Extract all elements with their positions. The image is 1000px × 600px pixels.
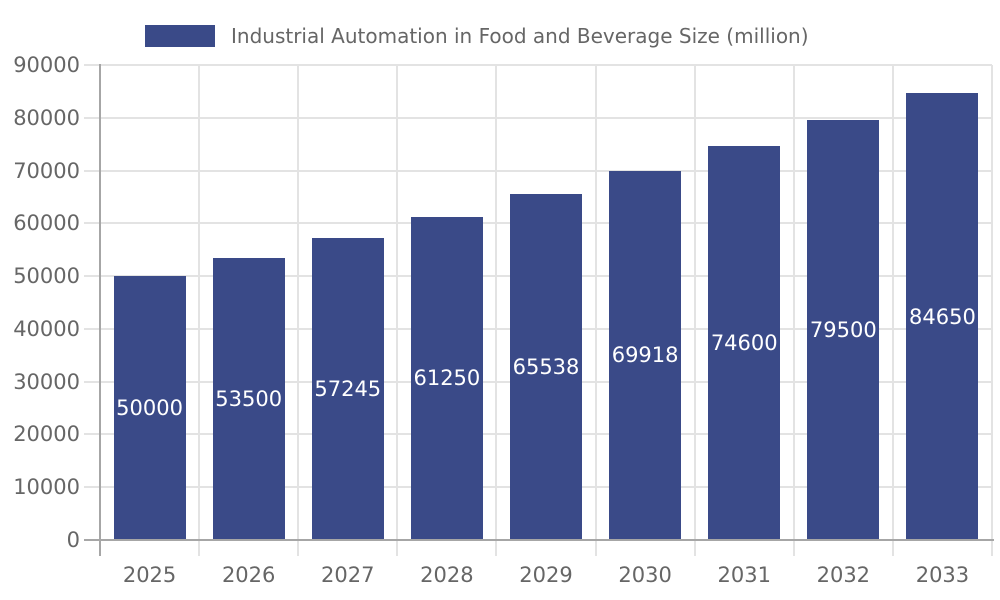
x-axis-tick-label: 2028 [420,563,474,587]
y-axis-tick-label: 0 [66,528,80,552]
x-gridline [693,65,696,556]
y-gridline [84,116,992,119]
x-axis-line [84,539,994,541]
bar-value-label: 69918 [611,343,679,368]
x-gridline [396,65,399,556]
x-gridline [594,65,597,556]
x-axis-tick-label: 2027 [321,563,375,587]
x-axis-tick-label: 2025 [122,563,177,587]
bar-value-label: 50000 [116,396,183,421]
legend-swatch [145,25,215,47]
x-gridline [891,65,894,556]
y-axis-tick-label: 30000 [13,369,80,394]
legend-label: Industrial Automation in Food and Bevera… [231,24,809,48]
bar[interactable]: 74600 [708,146,781,540]
x-axis-tick-label: 2033 [915,563,970,587]
y-axis-tick-label: 80000 [13,105,80,130]
bar[interactable]: 57245 [311,237,384,540]
bar[interactable]: 65538 [510,194,582,540]
x-gridline [495,65,498,556]
y-axis-tick-label: 50000 [13,264,80,289]
x-axis-tick-label: 2030 [618,563,672,587]
plot-area: 50000 53500 57245 61250 65538 69918 74600 79500… [84,64,993,556]
bar-value-label: 74600 [710,331,778,356]
x-axis-tick-label: 2026 [221,563,276,587]
x-gridline [198,65,201,556]
bar-value-label: 84650 [909,304,976,329]
bar[interactable]: 69918 [609,170,682,540]
x-gridline [792,65,795,556]
bar[interactable]: 53500 [212,257,285,540]
bar-value-label: 61250 [413,366,481,391]
bar-value-label: 57245 [314,376,382,401]
y-axis-tick-label: 40000 [13,316,80,341]
bar-value-label: 65538 [512,355,580,380]
bar[interactable]: 84650 [906,93,979,540]
bar-value-label: 53500 [215,386,283,411]
x-gridline [991,65,993,556]
x-axis-tick-label: 2032 [816,563,871,587]
y-gridline [84,169,992,172]
bar-value-label: 79500 [809,318,877,343]
y-axis-tick-label: 90000 [13,53,80,77]
y-axis-tick-label: 10000 [13,475,80,500]
x-axis-tick-label: 2031 [717,563,771,587]
x-axis-tick-label: 2029 [519,563,573,587]
y-axis-line [99,64,101,556]
y-axis-tick-label: 20000 [13,422,80,447]
bar[interactable]: 61250 [410,216,483,540]
y-axis-tick-label: 60000 [13,211,80,236]
bar[interactable]: 79500 [807,120,880,540]
y-gridline [84,64,992,66]
x-gridline [297,65,300,556]
y-axis-tick-label: 70000 [13,158,80,183]
legend-item[interactable]: Industrial Automation in Food and Bevera… [145,24,809,48]
bar[interactable]: 50000 [113,276,186,540]
